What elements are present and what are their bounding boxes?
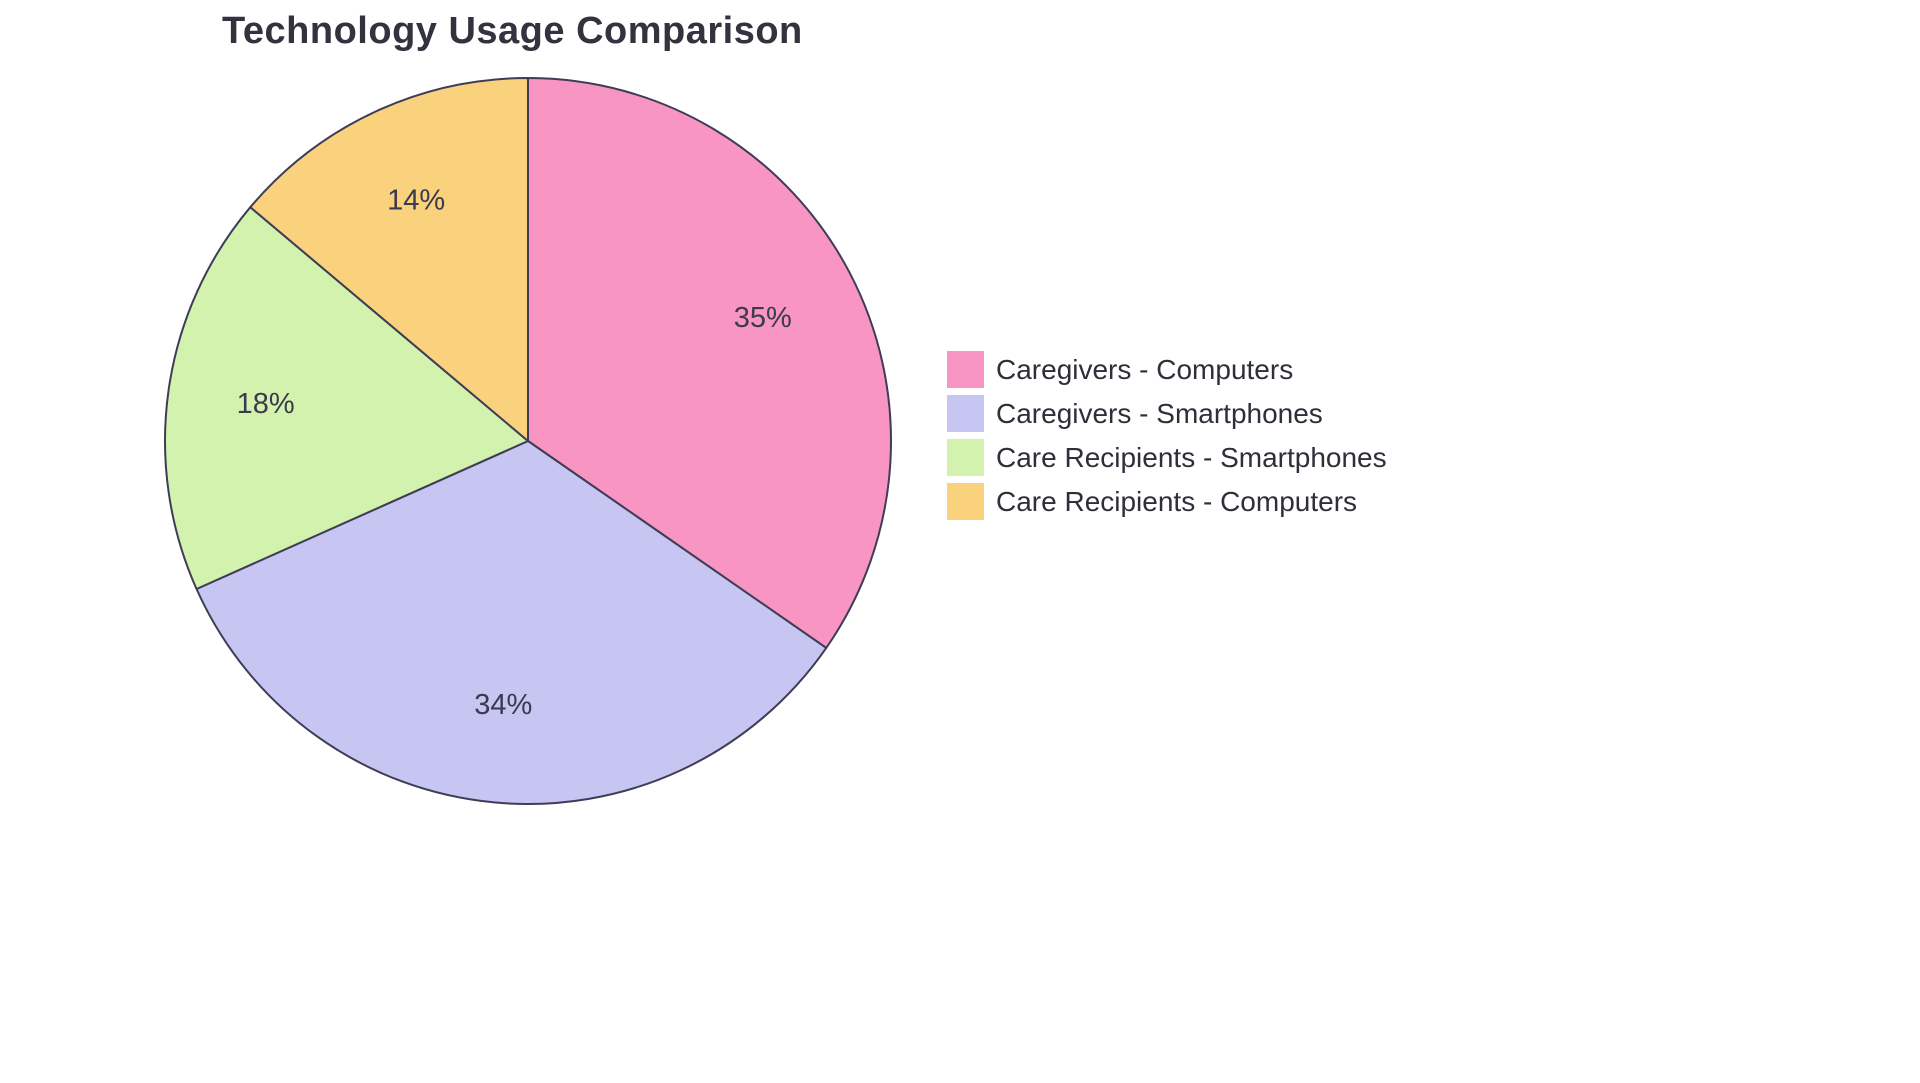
legend: Caregivers - Computers Caregivers - Smart…	[947, 351, 1387, 520]
pie-slice-2	[195, 440, 828, 805]
legend-swatch	[947, 351, 984, 388]
legend-swatch	[947, 439, 984, 476]
legend-label: Caregivers - Computers	[996, 353, 1294, 385]
chart-title: Technology Usage Comparison	[222, 10, 803, 52]
legend-item-4: Care Recipients - Computers	[947, 483, 1387, 520]
legend-item-2: Caregivers - Smartphones	[947, 395, 1387, 432]
pie-slice-3	[164, 206, 529, 590]
legend-swatch	[947, 395, 984, 432]
slice-percentage-label: 18%	[237, 388, 295, 420]
legend-label: Care Recipients - Smartphones	[996, 441, 1387, 473]
slice-percentage-label: 14%	[387, 185, 445, 217]
legend-item-3: Care Recipients - Smartphones	[947, 439, 1387, 476]
pie-slice-4	[249, 77, 529, 442]
legend-label: Caregivers - Smartphones	[996, 397, 1323, 429]
slice-percentage-label: 34%	[474, 689, 532, 721]
legend-item-1: Caregivers - Computers	[947, 351, 1387, 388]
slice-percentage-label: 35%	[734, 302, 792, 334]
legend-swatch	[947, 483, 984, 520]
legend-label: Care Recipients - Computers	[996, 485, 1358, 517]
pie-slice-1	[527, 77, 892, 649]
